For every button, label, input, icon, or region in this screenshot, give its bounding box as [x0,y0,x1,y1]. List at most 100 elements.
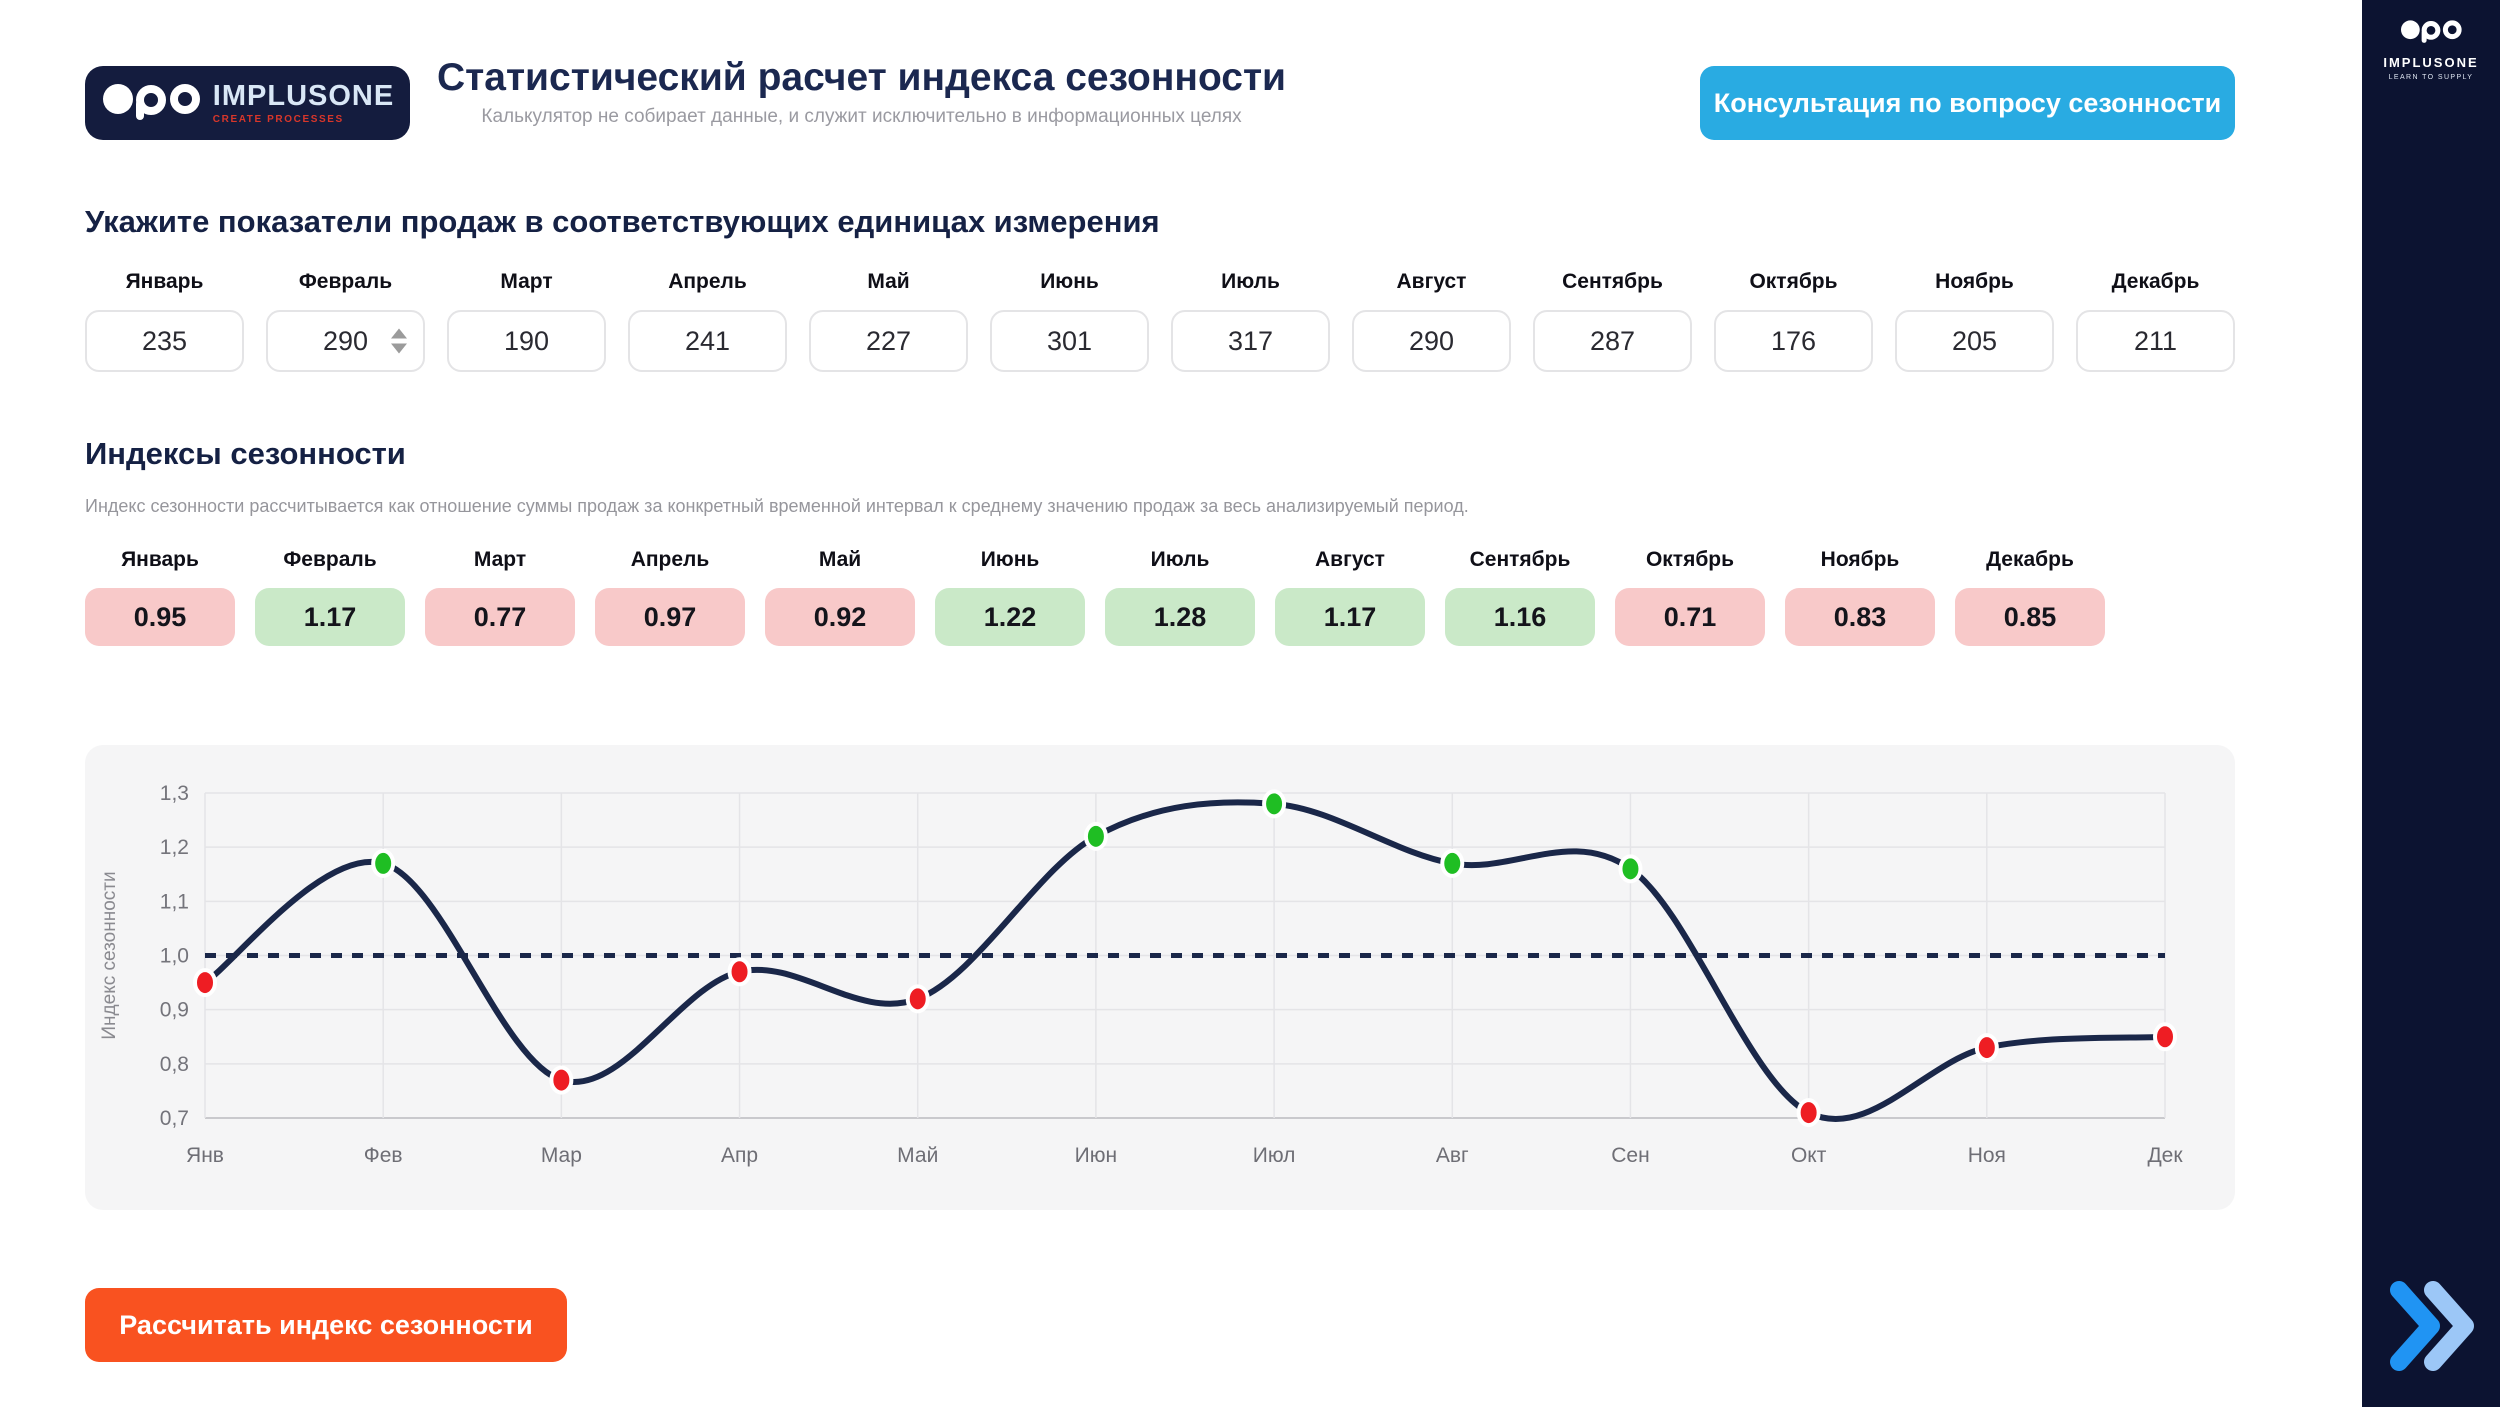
index-month-label: Август [1315,548,1385,571]
svg-text:1,2: 1,2 [160,836,189,859]
seasonality-line-chart: 0,7 0,8 0,9 1,0 1,1 1,2 1,3 Янв Фев Мар Апр Май Июн И… [99,782,2183,1167]
svg-text:Фев: Фев [364,1144,403,1167]
consultation-button[interactable]: Консультация по вопросу сезонности [1700,66,2235,140]
index-month-column: Июнь 1.22 [935,548,1085,646]
index-month-label: Декабрь [1986,548,2074,571]
sales-value-input[interactable]: 290 [266,310,425,372]
sales-input-grid: Январь 235 Февраль 290 Март 190 Апрель 241 Май 22… [85,270,2235,372]
index-month-column: Май 0.92 [765,548,915,646]
index-value-badge: 0.71 [1615,588,1765,646]
index-month-label: Октябрь [1645,548,1735,571]
sales-month-label: Октябрь [1749,270,1838,293]
seasonality-chart: 0,7 0,8 0,9 1,0 1,1 1,2 1,3 Янв Фев Мар Апр Май Июн И… [85,745,2235,1210]
sidebar-logo-name: IMPLUSONE [2383,55,2479,70]
brand-tagline: CREATE PROCESSES [212,113,344,125]
sales-month-column: Октябрь 176 [1714,270,1873,372]
brand-logo: IMPLUSONE CREATE PROCESSES [85,66,410,140]
sales-value-input[interactable]: 290 [1352,310,1511,372]
sales-value-input[interactable]: 301 [990,310,1149,372]
brand-logo-icon [101,77,201,130]
svg-text:1,1: 1,1 [160,890,189,913]
svg-text:1,0: 1,0 [160,945,189,968]
page-title: Статистический расчет индекса сезонности [437,56,1287,99]
index-value-badge: 1.16 [1445,588,1595,646]
sales-month-label: Май [867,270,910,293]
brand-name: IMPLUSONE [212,79,395,112]
svg-text:0,9: 0,9 [160,999,189,1022]
right-sidebar: IMPLUSONE LEARN TO SUPPLY [2362,0,2500,1407]
svg-text:Авг: Авг [1436,1144,1469,1167]
index-value-badge: 1.17 [255,588,405,646]
sales-month-label: Январь [125,270,204,293]
index-month-label: Февраль [283,548,377,571]
sales-month-label: Ноябрь [1935,270,2014,293]
svg-text:Индекс сезонности: Индекс сезонности [99,871,120,1039]
sales-month-column: Май 227 [809,270,968,372]
index-month-label: Июль [1150,548,1210,571]
sales-month-column: Февраль 290 [266,270,425,372]
sales-value-input[interactable]: 287 [1533,310,1692,372]
sidebar-logo-tagline: LEARN TO SUPPLY [2388,74,2474,81]
sales-value-input[interactable]: 211 [2076,310,2235,372]
index-month-column: Февраль 1.17 [255,548,405,646]
sales-month-column: Январь 235 [85,270,244,372]
index-value-badge: 1.17 [1275,588,1425,646]
index-value-badge: 0.95 [85,588,235,646]
index-month-label: Январь [121,548,199,571]
index-month-label: Май [818,548,862,571]
page-subtitle: Калькулятор не собирает данные, и служит… [481,105,1242,127]
sales-value-input[interactable]: 190 [447,310,606,372]
sidebar-logo: IMPLUSONE LEARN TO SUPPLY [2383,16,2478,81]
svg-text:Дек: Дек [2147,1144,2183,1167]
index-month-label: Апрель [630,548,710,571]
sales-value-input[interactable]: 227 [809,310,968,372]
index-month-label: Сентябрь [1469,548,1571,571]
sales-section-heading: Укажите показатели продаж в соответствую… [85,204,1160,239]
index-section-heading: Индексы сезонности [85,436,406,471]
index-month-column: Сентябрь 1.16 [1445,548,1595,646]
sales-month-column: Апрель 241 [628,270,787,372]
svg-text:Окт: Окт [1791,1144,1827,1167]
sales-month-label: Июнь [1040,270,1099,293]
sales-month-label: Март [500,270,553,293]
sales-month-label: Август [1396,270,1467,293]
index-month-label: Июнь [980,548,1040,571]
index-value-badge: 1.22 [935,588,1085,646]
double-chevron-icon[interactable] [2385,1272,2477,1385]
index-month-column: Декабрь 0.85 [1955,548,2105,646]
sales-value-input[interactable]: 176 [1714,310,1873,372]
index-badge-grid: Январь 0.95 Февраль 1.17 Март 0.77 Апрель 0.97 М… [85,548,2105,646]
sales-value-input[interactable]: 241 [628,310,787,372]
sales-value-input[interactable]: 235 [85,310,244,372]
svg-text:Сен: Сен [1611,1144,1649,1167]
sales-month-column: Сентябрь 287 [1533,270,1692,372]
index-value-badge: 0.97 [595,588,745,646]
index-value-badge: 0.77 [425,588,575,646]
index-month-column: Апрель 0.97 [595,548,745,646]
svg-text:Июн: Июн [1075,1144,1117,1167]
sidebar-logo-icon [2398,16,2464,51]
svg-text:Апр: Апр [721,1144,758,1167]
sales-value-input[interactable]: 205 [1895,310,2054,372]
sales-month-label: Февраль [298,270,393,293]
svg-text:Май: Май [897,1144,938,1167]
index-value-badge: 0.92 [765,588,915,646]
index-month-column: Ноябрь 0.83 [1785,548,1935,646]
index-month-column: Март 0.77 [425,548,575,646]
index-month-label: Март [473,548,527,571]
number-spinner-icon[interactable] [391,328,407,354]
index-value-badge: 1.28 [1105,588,1255,646]
index-month-column: Июль 1.28 [1105,548,1255,646]
svg-text:0,7: 0,7 [160,1107,189,1130]
sales-month-column: Август 290 [1352,270,1511,372]
index-month-column: Октябрь 0.71 [1615,548,1765,646]
sales-month-column: Ноябрь 205 [1895,270,2054,372]
svg-text:Янв: Янв [186,1144,224,1167]
sales-value-input[interactable]: 317 [1171,310,1330,372]
index-value-badge: 0.83 [1785,588,1935,646]
calculate-button[interactable]: Рассчитать индекс сезонности [85,1288,567,1362]
sales-month-column: Июль 317 [1171,270,1330,372]
svg-text:Ноя: Ноя [1968,1144,2006,1167]
index-month-label: Ноябрь [1820,548,1900,571]
sales-month-label: Июль [1221,270,1280,293]
